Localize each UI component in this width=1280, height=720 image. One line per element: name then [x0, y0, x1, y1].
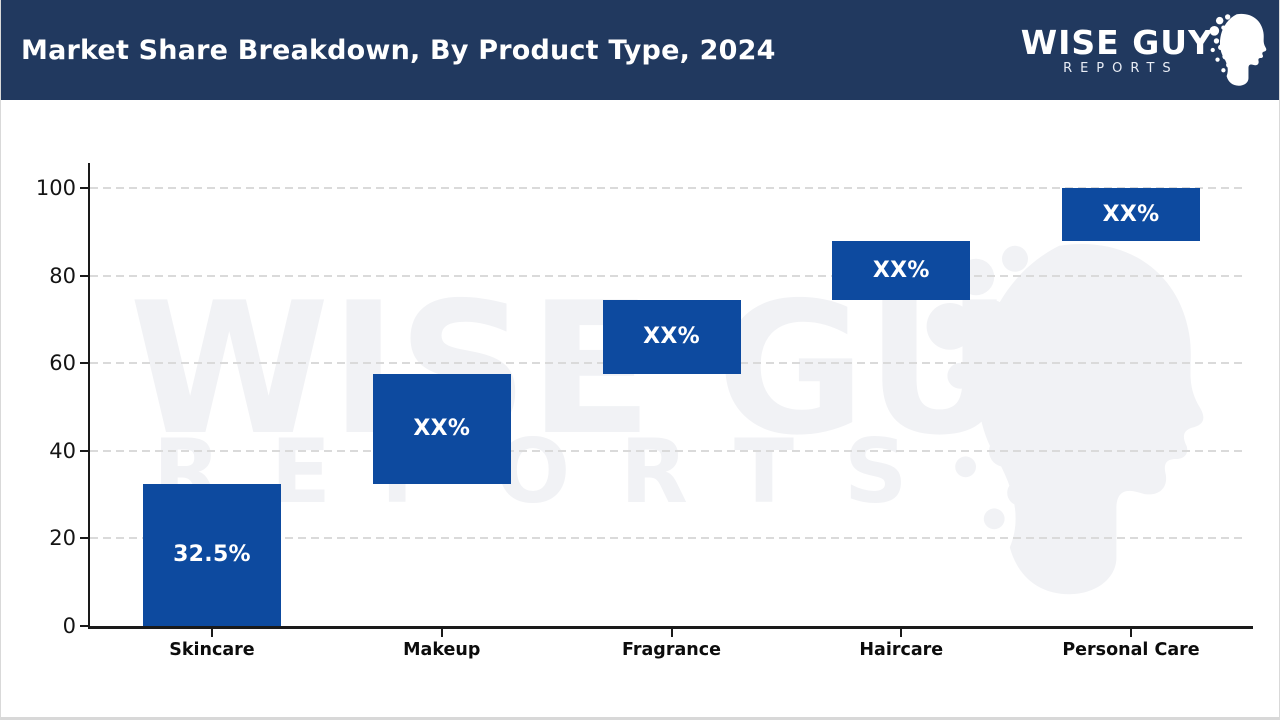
- y-axis-tick-label: 80: [49, 263, 76, 288]
- x-axis-tick-skincare: [211, 629, 213, 637]
- gridline-80: [90, 274, 1247, 277]
- x-axis-label-makeup: Makeup: [403, 640, 481, 660]
- bar-value-label: XX%: [643, 324, 700, 350]
- brand-logo: WISE GUY REPORTS: [1021, 0, 1273, 100]
- bar-value-label: XX%: [1102, 201, 1160, 227]
- y-axis-tick-20: [80, 537, 88, 540]
- y-axis-tick-label: 40: [49, 438, 76, 463]
- y-axis-tick-80: [80, 274, 88, 277]
- y-axis-tick-label: 100: [35, 176, 76, 200]
- x-axis-label-haircare: Haircare: [859, 640, 944, 660]
- bar-value-label: XX%: [413, 416, 471, 442]
- y-axis-tick-label: 20: [49, 526, 76, 551]
- x-axis-label-skincare: Skincare: [169, 640, 255, 660]
- bar-haircare: XX%: [832, 240, 971, 300]
- brand-name: WISE GUY: [1020, 22, 1213, 62]
- header-band: Market Share Breakdown, By Product Type,…: [1, 0, 1279, 100]
- x-axis-tick-personal-care: [1130, 629, 1132, 637]
- bar-value-label: 32.5%: [173, 542, 251, 568]
- brand-subtitle: REPORTS: [1063, 60, 1179, 76]
- gridline-40: [90, 449, 1247, 452]
- x-axis-tick-fragrance: [670, 629, 673, 637]
- y-axis-tick-40: [80, 449, 88, 452]
- y-axis-tick-label: 60: [49, 351, 76, 376]
- x-axis-label-fragrance: Fragrance: [622, 640, 721, 660]
- y-axis-tick-label: 0: [62, 614, 76, 638]
- gridline-100: [90, 187, 1247, 189]
- bottom-border: [1, 717, 1279, 720]
- x-axis-tick-makeup: [440, 629, 443, 637]
- x-axis-tick-haircare: [900, 629, 903, 637]
- x-axis-spine: [88, 626, 1253, 629]
- bar-makeup: XX%: [372, 374, 511, 484]
- brand-logo-text: WISE GUY REPORTS: [1021, 26, 1213, 75]
- y-axis-tick-100: [80, 187, 88, 189]
- page-title: Market Share Breakdown, By Product Type,…: [21, 34, 776, 66]
- y-axis-spine: [88, 163, 90, 628]
- bar-personal-care: XX%: [1062, 188, 1200, 241]
- bar-fragrance: XX%: [602, 299, 741, 375]
- gridline-20: [90, 537, 1247, 540]
- bar-skincare: 32.5%: [143, 483, 281, 626]
- y-axis-tick-0: [80, 625, 88, 627]
- y-axis-tick-60: [80, 362, 88, 365]
- bar-value-label: XX%: [872, 257, 930, 283]
- x-axis-label-personal-care: Personal Care: [1062, 640, 1200, 660]
